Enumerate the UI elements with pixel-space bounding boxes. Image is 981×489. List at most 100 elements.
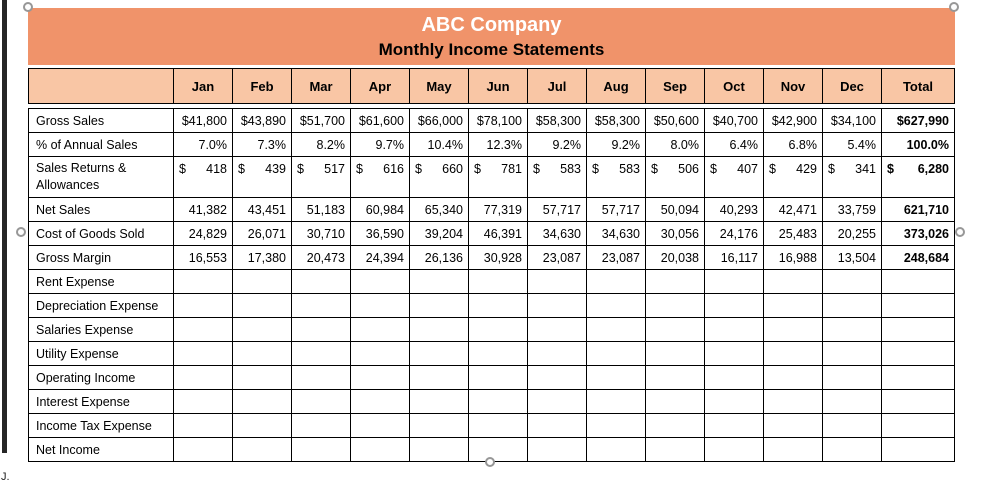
value-cell[interactable]: 20,255 [822, 221, 882, 246]
value-cell[interactable] [763, 269, 823, 294]
value-cell[interactable] [409, 365, 469, 390]
value-cell[interactable]: 26,136 [409, 245, 469, 270]
value-cell[interactable] [409, 341, 469, 366]
value-cell[interactable]: 42,471 [763, 197, 823, 222]
value-cell[interactable]: 30,710 [291, 221, 351, 246]
value-cell[interactable] [232, 293, 292, 318]
value-cell[interactable]: 13,504 [822, 245, 882, 270]
value-cell[interactable] [822, 365, 882, 390]
value-cell[interactable] [232, 317, 292, 342]
value-cell[interactable]: 16,117 [704, 245, 764, 270]
value-cell[interactable] [409, 317, 469, 342]
value-cell[interactable]: $439 [232, 156, 292, 198]
row-label[interactable]: Gross Margin [28, 245, 174, 270]
value-cell[interactable] [822, 293, 882, 318]
value-cell[interactable] [763, 389, 823, 414]
value-cell[interactable] [586, 437, 646, 462]
value-cell[interactable] [232, 341, 292, 366]
value-cell[interactable]: 24,829 [173, 221, 233, 246]
value-cell[interactable]: 46,391 [468, 221, 528, 246]
value-cell[interactable] [232, 389, 292, 414]
value-cell[interactable]: 24,176 [704, 221, 764, 246]
value-cell[interactable] [468, 317, 528, 342]
value-cell[interactable] [468, 413, 528, 438]
value-cell[interactable]: 6.8% [763, 132, 823, 157]
value-cell[interactable] [350, 413, 410, 438]
value-cell[interactable]: $34,100 [822, 108, 882, 133]
row-total[interactable]: 100.0% [881, 132, 955, 157]
value-cell[interactable] [291, 269, 351, 294]
value-cell[interactable] [291, 317, 351, 342]
value-cell[interactable] [763, 341, 823, 366]
value-cell[interactable]: 12.3% [468, 132, 528, 157]
value-cell[interactable]: 26,071 [232, 221, 292, 246]
value-cell[interactable] [645, 341, 705, 366]
value-cell[interactable] [586, 341, 646, 366]
value-cell[interactable]: $583 [527, 156, 587, 198]
row-label[interactable]: Interest Expense [28, 389, 174, 414]
value-cell[interactable] [763, 317, 823, 342]
value-cell[interactable] [291, 389, 351, 414]
row-total[interactable] [881, 413, 955, 438]
income-statement-object[interactable]: ABC Company Monthly Income Statements Ja… [28, 8, 955, 462]
value-cell[interactable] [586, 365, 646, 390]
value-cell[interactable] [468, 437, 528, 462]
value-cell[interactable] [527, 317, 587, 342]
row-total[interactable]: 621,710 [881, 197, 955, 222]
value-cell[interactable] [291, 437, 351, 462]
value-cell[interactable]: 9.2% [586, 132, 646, 157]
value-cell[interactable]: 20,038 [645, 245, 705, 270]
value-cell[interactable] [645, 293, 705, 318]
row-total[interactable]: 248,684 [881, 245, 955, 270]
value-cell[interactable] [586, 269, 646, 294]
value-cell[interactable] [232, 269, 292, 294]
value-cell[interactable]: 40,293 [704, 197, 764, 222]
row-label[interactable]: Cost of Goods Sold [28, 221, 174, 246]
value-cell[interactable] [645, 317, 705, 342]
value-cell[interactable] [763, 293, 823, 318]
column-header[interactable]: Mar [291, 68, 351, 104]
selection-handle-top-right[interactable] [949, 2, 959, 12]
value-cell[interactable]: $616 [350, 156, 410, 198]
value-cell[interactable] [468, 365, 528, 390]
value-cell[interactable] [704, 437, 764, 462]
value-cell[interactable] [291, 413, 351, 438]
value-cell[interactable] [173, 269, 233, 294]
value-cell[interactable]: 23,087 [586, 245, 646, 270]
value-cell[interactable] [173, 413, 233, 438]
value-cell[interactable] [822, 389, 882, 414]
column-header[interactable]: Dec [822, 68, 882, 104]
value-cell[interactable] [704, 317, 764, 342]
row-total[interactable] [881, 365, 955, 390]
column-header[interactable]: Jul [527, 68, 587, 104]
value-cell[interactable]: $781 [468, 156, 528, 198]
value-cell[interactable]: $341 [822, 156, 882, 198]
value-cell[interactable]: $40,700 [704, 108, 764, 133]
row-label[interactable]: Salaries Expense [28, 317, 174, 342]
value-cell[interactable] [586, 389, 646, 414]
value-cell[interactable] [527, 389, 587, 414]
value-cell[interactable] [409, 293, 469, 318]
value-cell[interactable] [586, 413, 646, 438]
value-cell[interactable]: $61,600 [350, 108, 410, 133]
value-cell[interactable]: $50,600 [645, 108, 705, 133]
value-cell[interactable] [468, 341, 528, 366]
value-cell[interactable] [704, 389, 764, 414]
value-cell[interactable] [645, 269, 705, 294]
value-cell[interactable]: $43,890 [232, 108, 292, 133]
value-cell[interactable] [350, 389, 410, 414]
value-cell[interactable]: 24,394 [350, 245, 410, 270]
value-cell[interactable]: $58,300 [586, 108, 646, 133]
value-cell[interactable] [409, 437, 469, 462]
value-cell[interactable] [763, 365, 823, 390]
row-total[interactable] [881, 293, 955, 318]
value-cell[interactable] [173, 317, 233, 342]
value-cell[interactable]: $506 [645, 156, 705, 198]
value-cell[interactable] [409, 269, 469, 294]
value-cell[interactable] [527, 293, 587, 318]
value-cell[interactable] [704, 341, 764, 366]
value-cell[interactable] [232, 365, 292, 390]
value-cell[interactable] [173, 293, 233, 318]
value-cell[interactable] [704, 269, 764, 294]
row-label[interactable]: Operating Income [28, 365, 174, 390]
